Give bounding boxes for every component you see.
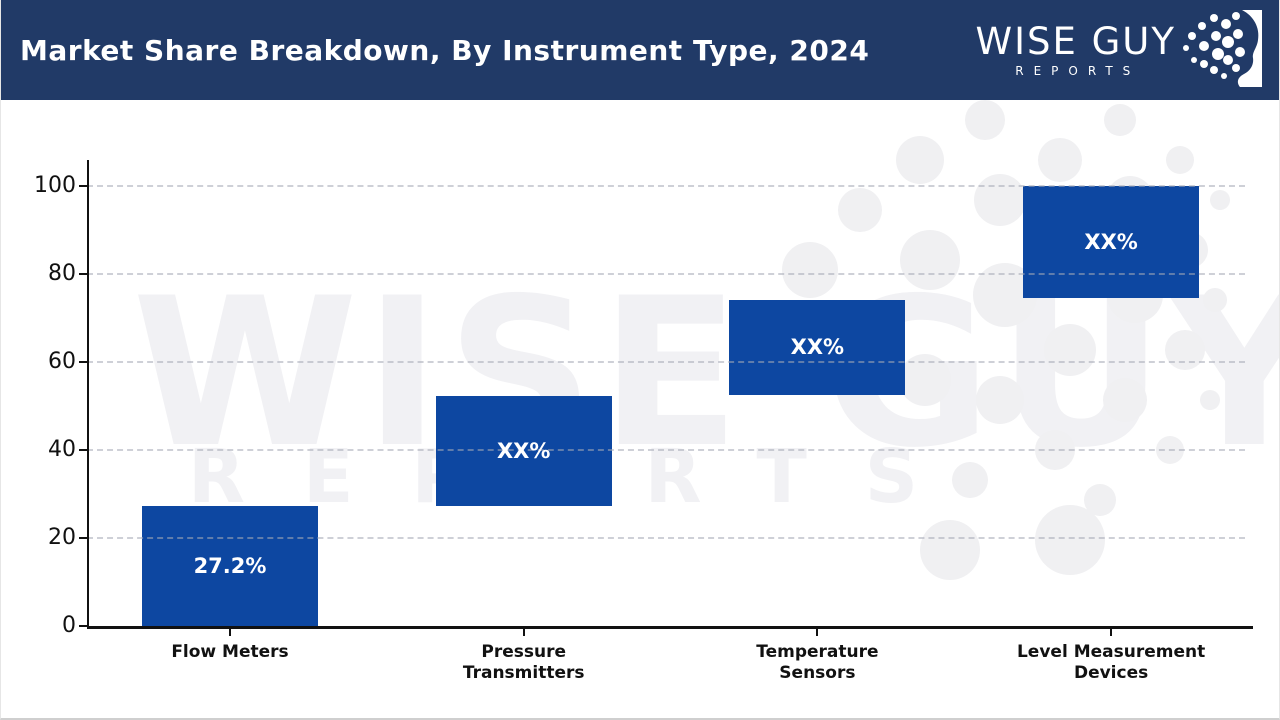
y-tick-mark-80 [79, 273, 87, 275]
y-tick-mark-0 [79, 625, 87, 627]
chart-plot-area: 0 20 40 60 80 100 27.2% Flow Meters XX% Pressure … [0, 100, 1280, 720]
bar-value-label-3: XX% [790, 335, 845, 360]
bar-segment-3 [729, 299, 906, 395]
bar-value-label-2: XX% [496, 439, 551, 464]
x-category-label-2: Pressure Transmitters [462, 642, 585, 684]
y-tick-label-80: 80 [48, 261, 76, 286]
y-tick-label-100: 100 [34, 173, 76, 198]
bar-segment-1 [142, 506, 318, 626]
gridline-20 [87, 537, 1245, 539]
bar-value-label-4: XX% [1084, 230, 1138, 255]
x-axis-line [87, 626, 1253, 629]
brand-name: WISE GUY [975, 19, 1176, 63]
bar-segment-4 [1023, 186, 1200, 299]
brand-logo: WISE GUY REPORTS [976, 8, 1262, 92]
gridline-80 [87, 273, 1245, 275]
gridline-100 [87, 185, 1245, 187]
watermark-text: WISE GUY [132, 255, 1280, 493]
bar-segment-2 [435, 396, 612, 507]
bar-value-label-1: 27.2% [193, 554, 267, 579]
y-tick-mark-60 [79, 361, 87, 363]
brand-logo-text: WISE GUY REPORTS [976, 23, 1176, 78]
y-tick-mark-40 [79, 449, 87, 451]
x-tick-mark-2 [522, 628, 525, 636]
header-bar: Market Share Breakdown, By Instrument Ty… [0, 0, 1280, 100]
x-category-label-4: Level Measurement Devices [1016, 642, 1206, 684]
x-category-label-1: Flow Meters [171, 642, 289, 662]
y-tick-mark-20 [79, 537, 87, 539]
face-dots-icon [1178, 8, 1262, 92]
page-title: Market Share Breakdown, By Instrument Ty… [20, 33, 870, 67]
x-category-label-3: Temperature Sensors [756, 642, 879, 684]
y-tick-label-60: 60 [48, 349, 76, 374]
gridline-40 [87, 449, 1245, 451]
y-tick-mark-100 [79, 185, 87, 187]
brand-subtitle: REPORTS [1015, 63, 1141, 78]
x-tick-mark-4 [1110, 628, 1113, 636]
y-tick-label-0: 0 [62, 613, 76, 638]
y-tick-label-20: 20 [48, 525, 76, 550]
y-tick-label-40: 40 [48, 437, 76, 462]
y-axis-line [87, 160, 89, 629]
x-tick-mark-3 [816, 628, 819, 636]
x-tick-mark-1 [229, 628, 231, 636]
gridline-60 [87, 361, 1245, 363]
